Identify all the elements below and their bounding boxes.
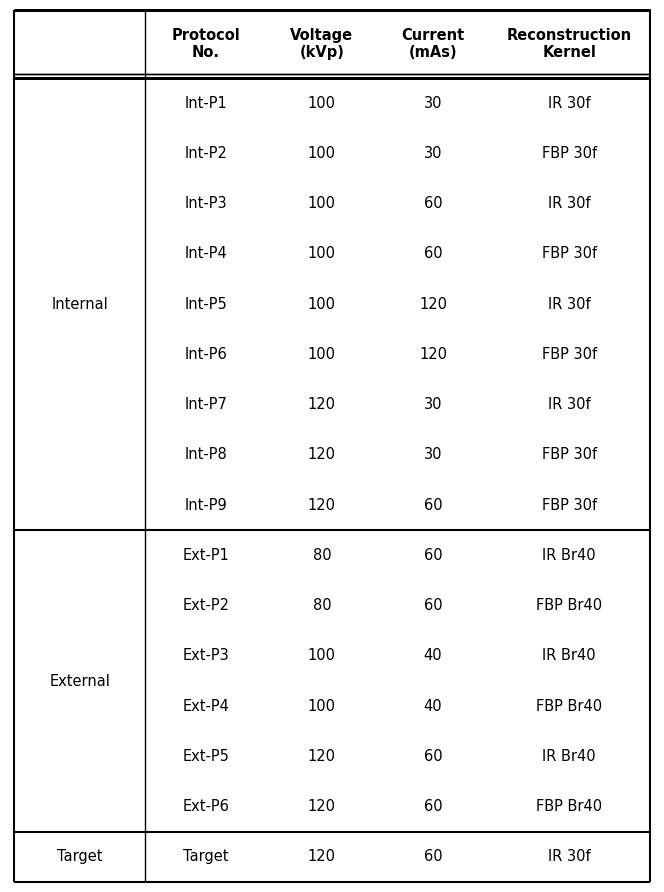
Text: IR 30f: IR 30f [548, 397, 590, 412]
Text: IR Br40: IR Br40 [542, 749, 596, 764]
Text: 100: 100 [308, 347, 336, 362]
Text: 120: 120 [308, 397, 336, 412]
Text: External: External [49, 673, 110, 689]
Text: 30: 30 [424, 448, 442, 462]
Text: Ext-P5: Ext-P5 [183, 749, 229, 764]
Text: 100: 100 [308, 196, 336, 211]
Text: Voltage
(kVp): Voltage (kVp) [290, 28, 353, 61]
Text: 120: 120 [308, 749, 336, 764]
Text: 60: 60 [424, 599, 442, 613]
Text: 60: 60 [424, 498, 442, 513]
Text: FBP 30f: FBP 30f [542, 448, 597, 462]
Text: Target: Target [57, 849, 102, 864]
Text: 60: 60 [424, 196, 442, 211]
Text: 120: 120 [308, 799, 336, 814]
Text: Current
(mAs): Current (mAs) [401, 28, 465, 61]
Text: 80: 80 [313, 599, 331, 613]
Text: FBP 30f: FBP 30f [542, 347, 597, 362]
Text: IR 30f: IR 30f [548, 849, 590, 864]
Text: Int-P5: Int-P5 [185, 297, 227, 311]
Text: Protocol
No.: Protocol No. [171, 28, 240, 61]
Text: Int-P4: Int-P4 [185, 246, 227, 261]
Text: 60: 60 [424, 246, 442, 261]
Text: 100: 100 [308, 146, 336, 161]
Text: Int-P7: Int-P7 [185, 397, 227, 412]
Text: 120: 120 [419, 347, 447, 362]
Text: 60: 60 [424, 749, 442, 764]
Text: IR 30f: IR 30f [548, 196, 590, 211]
Text: 120: 120 [419, 297, 447, 311]
Text: FBP 30f: FBP 30f [542, 246, 597, 261]
Text: Target: Target [183, 849, 228, 864]
Text: 120: 120 [308, 448, 336, 462]
Text: 100: 100 [308, 95, 336, 111]
Text: Ext-P1: Ext-P1 [183, 548, 229, 563]
Text: 40: 40 [424, 698, 442, 714]
Text: FBP 30f: FBP 30f [542, 498, 597, 513]
Text: 60: 60 [424, 849, 442, 864]
Text: Int-P8: Int-P8 [185, 448, 227, 462]
Text: Ext-P2: Ext-P2 [183, 599, 229, 613]
Text: IR Br40: IR Br40 [542, 648, 596, 664]
Text: Reconstruction
Kernel: Reconstruction Kernel [507, 28, 632, 61]
Text: 120: 120 [308, 849, 336, 864]
Text: 120: 120 [308, 498, 336, 513]
Text: 30: 30 [424, 95, 442, 111]
Text: 100: 100 [308, 297, 336, 311]
Text: IR 30f: IR 30f [548, 297, 590, 311]
Text: FBP Br40: FBP Br40 [536, 599, 602, 613]
Text: 60: 60 [424, 799, 442, 814]
Text: 30: 30 [424, 146, 442, 161]
Text: 80: 80 [313, 548, 331, 563]
Text: IR 30f: IR 30f [548, 95, 590, 111]
Text: Int-P1: Int-P1 [185, 95, 227, 111]
Text: 40: 40 [424, 648, 442, 664]
Text: Internal: Internal [51, 297, 108, 311]
Text: Ext-P3: Ext-P3 [183, 648, 229, 664]
Text: FBP 30f: FBP 30f [542, 146, 597, 161]
Text: 100: 100 [308, 698, 336, 714]
Text: Ext-P4: Ext-P4 [183, 698, 229, 714]
Text: 100: 100 [308, 246, 336, 261]
Text: Int-P9: Int-P9 [185, 498, 227, 513]
Text: FBP Br40: FBP Br40 [536, 698, 602, 714]
Text: Int-P3: Int-P3 [185, 196, 227, 211]
Text: FBP Br40: FBP Br40 [536, 799, 602, 814]
Text: Int-P6: Int-P6 [185, 347, 227, 362]
Text: Int-P2: Int-P2 [185, 146, 227, 161]
Text: 60: 60 [424, 548, 442, 563]
Text: Ext-P6: Ext-P6 [183, 799, 229, 814]
Text: IR Br40: IR Br40 [542, 548, 596, 563]
Text: 100: 100 [308, 648, 336, 664]
Text: 30: 30 [424, 397, 442, 412]
